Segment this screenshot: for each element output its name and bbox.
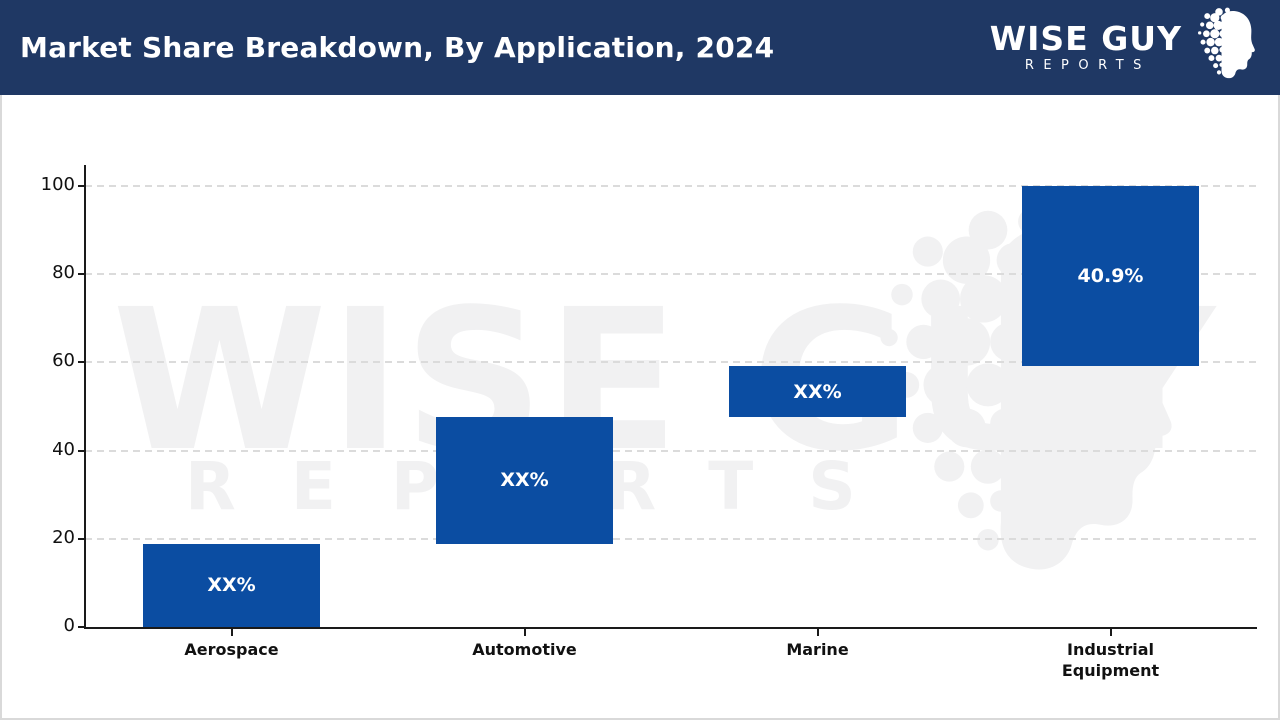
header-bar: Market Share Breakdown, By Application, … — [0, 0, 1280, 95]
gridline — [85, 273, 1257, 276]
y-axis-tick — [78, 537, 85, 540]
bar-value-label: 40.9% — [1077, 265, 1144, 288]
category-label: Aerospace — [184, 640, 279, 659]
x-axis-tick — [523, 629, 526, 636]
category-label: Industrial Equipment — [1061, 640, 1160, 681]
brand-logo: WISE GUY REPORTS — [990, 6, 1262, 90]
y-axis-line — [84, 165, 86, 629]
gridline — [85, 537, 1257, 540]
gridline — [85, 361, 1257, 364]
bar-value-label: XX% — [500, 469, 549, 492]
y-tick-label: 40 — [52, 438, 75, 460]
x-axis-tick — [816, 629, 819, 636]
category-label: Marine — [786, 640, 849, 659]
brand-subtitle: REPORTS — [1024, 58, 1151, 73]
y-tick-label: 0 — [63, 615, 75, 636]
bar-aerospace: XX% — [143, 543, 320, 627]
gridline — [85, 185, 1257, 187]
y-axis-tick — [78, 185, 85, 187]
y-tick-label: 20 — [52, 526, 75, 548]
y-tick-label: 80 — [52, 262, 75, 284]
y-axis-tick — [78, 273, 85, 276]
brand-logo-text: WISE GUY REPORTS — [990, 22, 1182, 73]
x-axis-tick — [1109, 629, 1112, 636]
page-title: Market Share Breakdown, By Application, … — [20, 31, 775, 64]
brand-face-icon — [1198, 7, 1255, 78]
bar-value-label: XX% — [793, 380, 842, 403]
bar-automotive: XX% — [436, 417, 613, 544]
x-axis-tick — [230, 629, 233, 636]
bar-industrial-equipment: 40.9% — [1022, 186, 1199, 367]
category-label: Automotive — [472, 640, 577, 659]
y-tick-label: 60 — [52, 350, 75, 372]
y-axis-tick — [78, 361, 85, 364]
x-axis-line — [85, 627, 1257, 629]
bar-marine: XX% — [729, 366, 906, 418]
y-axis-tick — [78, 626, 85, 628]
bar-value-label: XX% — [207, 574, 256, 597]
brand-name: WISE GUY — [989, 19, 1182, 58]
y-tick-label: 100 — [40, 174, 75, 195]
gridline — [85, 449, 1257, 452]
y-axis-tick — [78, 449, 85, 452]
